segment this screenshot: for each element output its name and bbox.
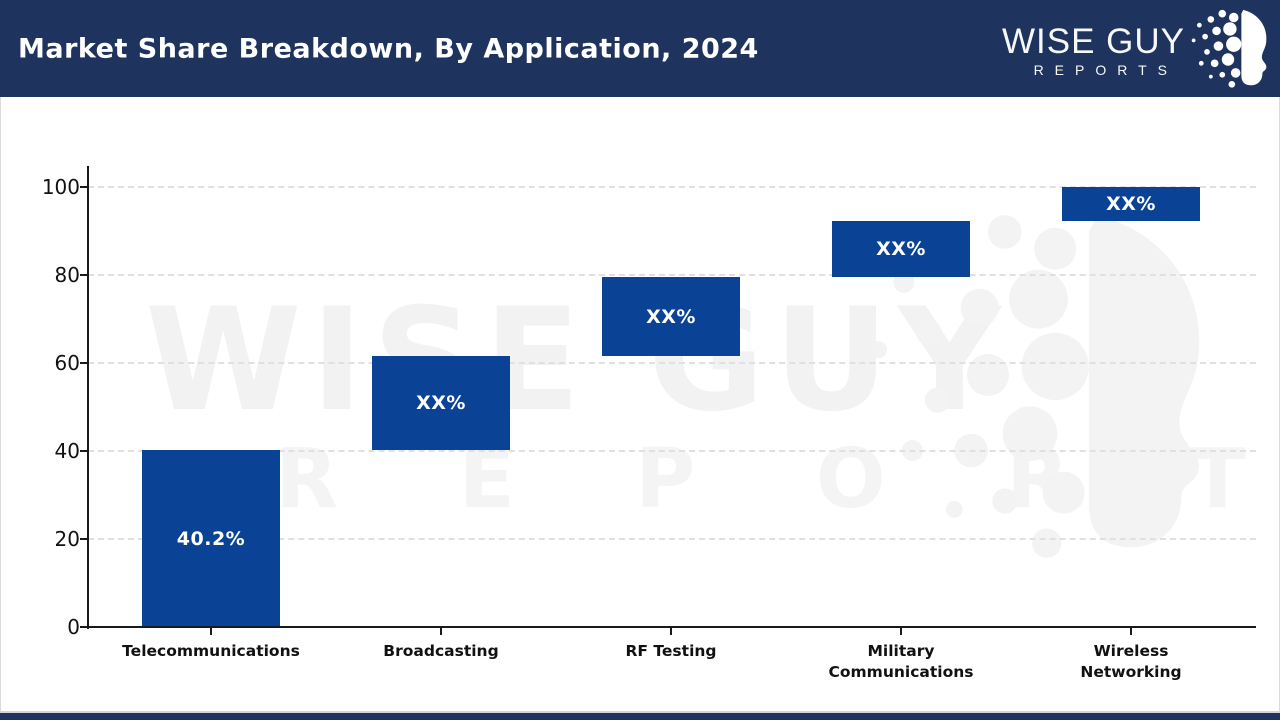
footer-bar <box>0 713 1280 720</box>
category-label-5: Wireless Networking <box>1080 642 1182 681</box>
y-tick-mark-20 <box>80 538 87 540</box>
y-tick-label-100: 100 <box>41 175 80 199</box>
bar-5: XX% <box>1062 187 1200 221</box>
bar-value-label: 40.2% <box>176 527 246 550</box>
page-title: Market Share Breakdown, By Application, … <box>18 33 759 64</box>
category-label-4: Military Communications <box>828 642 974 681</box>
y-tick-label-0: 0 <box>67 615 80 639</box>
y-tick-mark-60 <box>80 362 87 364</box>
bar-value-label: XX% <box>646 305 696 328</box>
x-tick-mark-5 <box>1130 628 1132 635</box>
bar-value-label: XX% <box>416 392 466 415</box>
dotted-head-icon <box>1191 9 1267 88</box>
x-tick-mark-4 <box>900 628 902 635</box>
footer-hairline <box>0 711 1280 713</box>
bar-3: XX% <box>602 277 740 357</box>
y-tick-label-40: 40 <box>54 439 80 463</box>
left-border <box>0 97 1 720</box>
y-tick-label-60: 60 <box>54 351 80 375</box>
gridline-100 <box>88 186 1256 188</box>
bar-value-label: XX% <box>876 238 926 261</box>
y-tick-mark-40 <box>80 450 87 452</box>
y-tick-mark-100 <box>80 186 87 188</box>
watermark-wordmark: WISE GUY <box>145 278 1010 443</box>
category-label-1: Telecommunications <box>122 642 300 660</box>
x-axis-line <box>87 626 1256 628</box>
category-label-3: RF Testing <box>625 642 717 660</box>
bar-2: XX% <box>372 356 510 451</box>
gridline-80 <box>88 274 1256 276</box>
gridline-40 <box>88 450 1256 452</box>
logo-subtitle: REPORTS <box>1033 62 1178 78</box>
y-axis-line <box>87 166 89 629</box>
bar-4: XX% <box>832 220 970 278</box>
x-tick-mark-3 <box>670 628 672 635</box>
bar-value-label: XX% <box>1106 192 1156 215</box>
y-tick-label-20: 20 <box>54 527 80 551</box>
header-bar: Market Share Breakdown, By Application, … <box>0 0 1280 97</box>
x-tick-mark-1 <box>210 628 212 635</box>
gridline-20 <box>88 538 1256 540</box>
waterfall-chart: 0 20 40 60 80 100 40.2% Telecommunications XX% Br… <box>0 97 1280 713</box>
y-tick-label-80: 80 <box>54 263 80 287</box>
gridline-60 <box>88 362 1256 364</box>
wise-guy-reports-logo: WISE GUY REPORTS <box>1002 0 1270 97</box>
category-label-2: Broadcasting <box>383 642 499 660</box>
logo-wordmark: WISE GUY <box>1001 22 1185 61</box>
x-tick-mark-2 <box>440 628 442 635</box>
bar-1: 40.2% <box>142 450 280 627</box>
y-tick-mark-0 <box>80 626 87 628</box>
y-tick-mark-80 <box>80 274 87 276</box>
